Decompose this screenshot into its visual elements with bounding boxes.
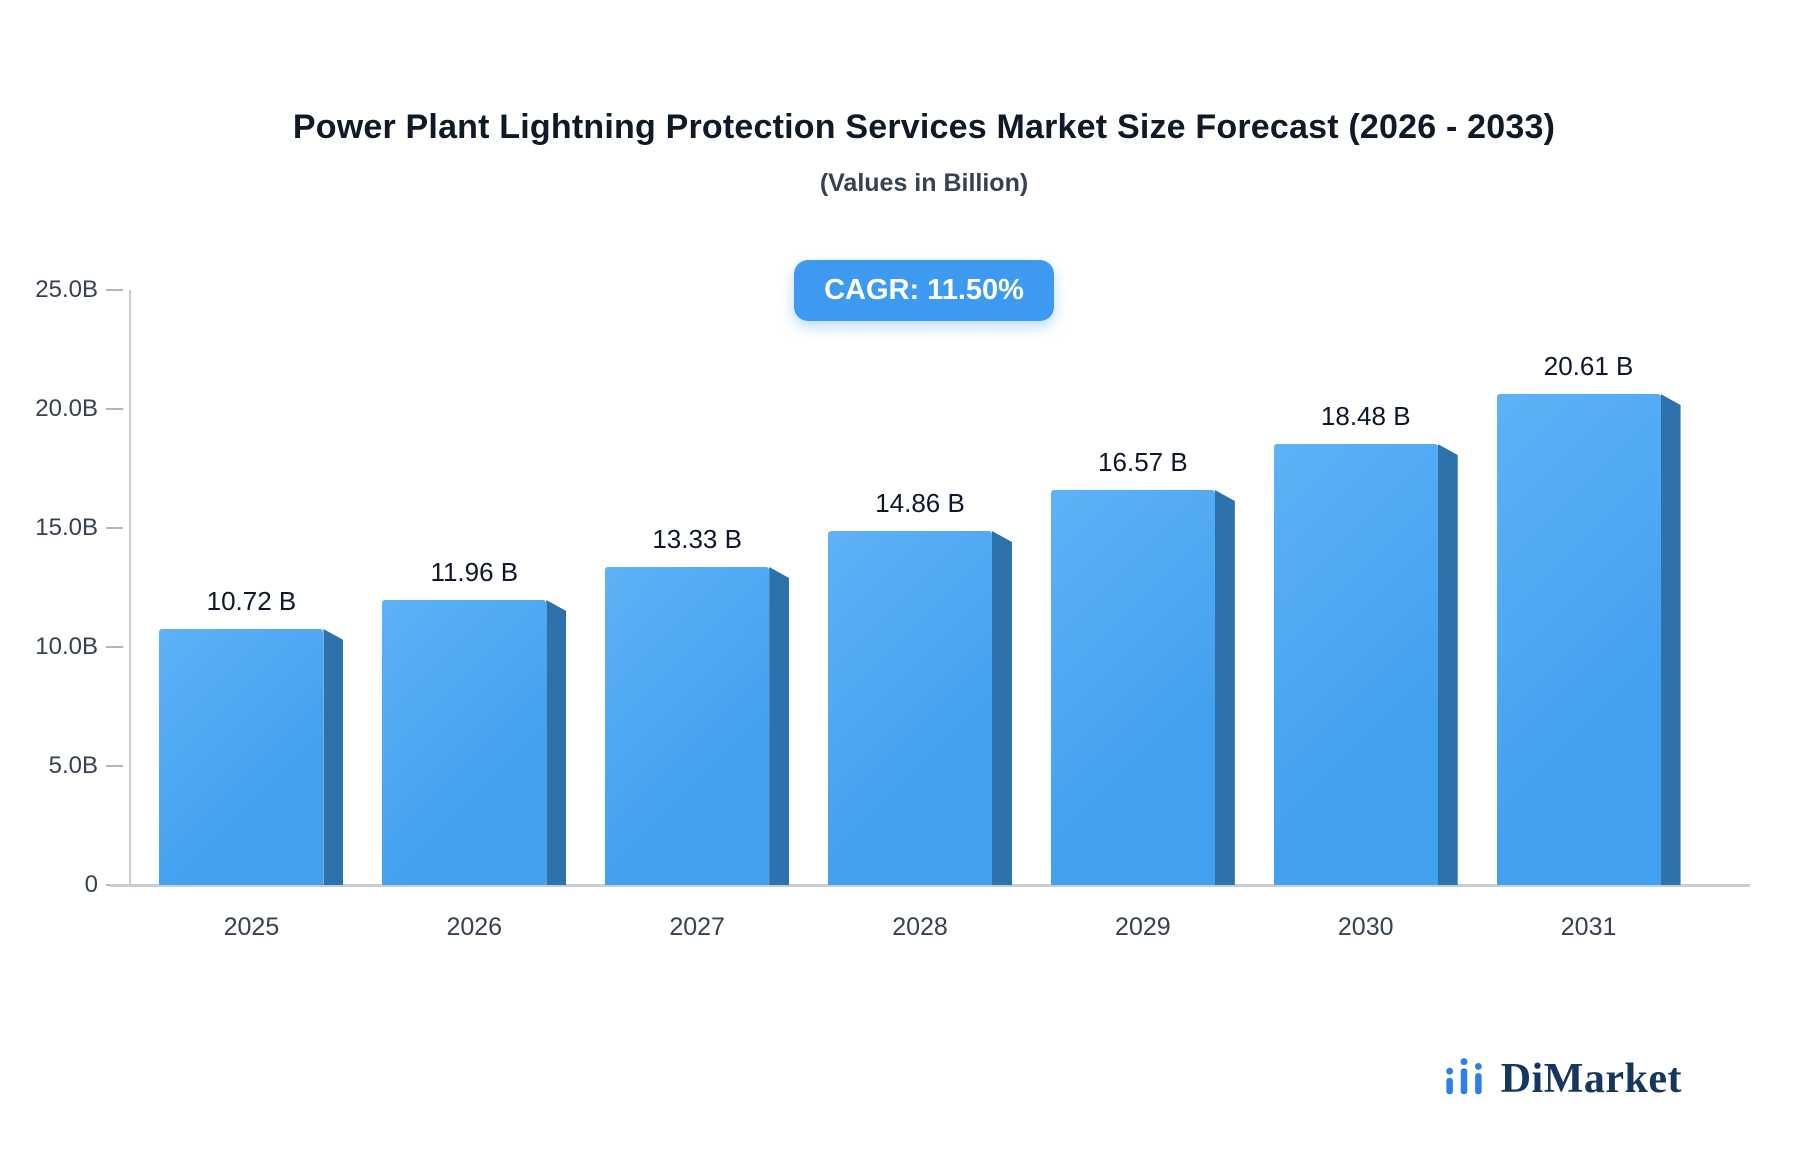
chart-subtitle: (Values in Billion) xyxy=(819,169,1029,197)
x-axis-label: 2026 xyxy=(446,913,503,941)
bar-front-face xyxy=(1050,490,1215,885)
y-axis-label: 0 xyxy=(84,871,98,898)
x-axis-label: 2030 xyxy=(1337,913,1394,941)
y-axis-line xyxy=(129,290,131,886)
logo-wordmark: DiMarket xyxy=(1500,1055,1682,1102)
bar-2028 xyxy=(828,531,1012,885)
bar-2029 xyxy=(1050,490,1235,885)
bar-side-face xyxy=(769,567,790,885)
bar-chart-icon xyxy=(1441,1053,1487,1104)
bar-value-label: 11.96 B xyxy=(430,557,519,587)
x-axis-label: 2025 xyxy=(223,913,280,941)
bar-group-2026: 11.96 B 2026 xyxy=(363,289,586,941)
chart-title: Power Plant Lightning Protection Service… xyxy=(292,108,1556,146)
bar-front-face xyxy=(382,600,547,885)
bar-group-2029: 16.57 B 2029 xyxy=(1031,289,1254,941)
x-axis-line xyxy=(110,884,1750,887)
bar-2025 xyxy=(159,629,344,885)
y-tick xyxy=(106,289,123,291)
bar-value-label: 18.48 B xyxy=(1320,401,1411,431)
chart-header: Power Plant Lightning Protection Service… xyxy=(48,108,1800,198)
bar-value-label: 20.61 B xyxy=(1543,351,1634,381)
bar-front-face xyxy=(159,629,324,885)
bar-group-2027: 13.33 B 2027 xyxy=(586,289,809,941)
bar-value-label: 10.72 B xyxy=(206,586,297,616)
x-axis-label: 2031 xyxy=(1560,913,1617,941)
bar-series: 10.72 B 2025 11.96 B 2026 13.33 B xyxy=(140,289,1700,941)
y-tick xyxy=(106,527,123,529)
bar-side-face xyxy=(323,629,344,885)
bar-side-face xyxy=(1437,444,1458,885)
bar-value-label: 14.86 B xyxy=(875,488,965,518)
y-tick xyxy=(106,408,123,410)
y-axis-label: 5.0B xyxy=(48,752,98,779)
bar-group-2025: 10.72 B 2025 xyxy=(140,289,363,941)
bar-value-label: 16.57 B xyxy=(1098,447,1188,477)
y-tick xyxy=(106,646,123,648)
y-axis-label: 10.0B xyxy=(35,633,98,660)
logo: DiMarket xyxy=(1441,1053,1682,1104)
y-axis-label: 20.0B xyxy=(35,395,98,422)
bar-side-face xyxy=(1660,394,1681,885)
bar-front-face xyxy=(605,567,770,885)
bar-front-face xyxy=(1273,444,1438,885)
y-tick xyxy=(106,765,123,767)
y-axis-label: 25.0B xyxy=(35,276,98,303)
bar-front-face xyxy=(828,531,992,885)
x-axis-label: 2029 xyxy=(1115,913,1171,941)
bar-front-face xyxy=(1496,394,1661,885)
bar-group-2028: 14.86 B 2028 xyxy=(809,289,1032,941)
x-axis-label: 2027 xyxy=(669,913,725,941)
cagr-badge: CAGR: 11.50% xyxy=(794,260,1054,321)
bar-side-face xyxy=(546,600,567,885)
bar-side-face xyxy=(1214,490,1235,885)
bar-value-label: 13.33 B xyxy=(652,524,742,554)
bar-2026 xyxy=(382,600,567,885)
x-axis-label: 2028 xyxy=(892,913,948,941)
bar-side-face xyxy=(992,531,1012,885)
bar-2030 xyxy=(1273,444,1458,885)
bar-group-2031: 20.61 B 2031 xyxy=(1477,289,1700,941)
bar-group-2030: 18.48 B 2030 xyxy=(1254,289,1477,941)
y-axis-label: 15.0B xyxy=(35,514,98,541)
bar-2027 xyxy=(605,567,790,885)
bar-2031 xyxy=(1496,394,1681,885)
